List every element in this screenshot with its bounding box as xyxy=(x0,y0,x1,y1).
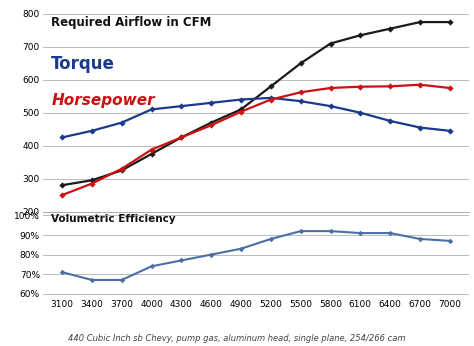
Text: Horsepower: Horsepower xyxy=(51,93,155,108)
Text: 440 Cubic Inch sb Chevy, pump gas, aluminum head, single plane, 254/266 cam: 440 Cubic Inch sb Chevy, pump gas, alumi… xyxy=(68,334,406,343)
Text: Torque: Torque xyxy=(51,55,115,73)
Text: Required Airflow in CFM: Required Airflow in CFM xyxy=(51,16,211,29)
Text: Volumetric Efficiency: Volumetric Efficiency xyxy=(51,214,176,224)
